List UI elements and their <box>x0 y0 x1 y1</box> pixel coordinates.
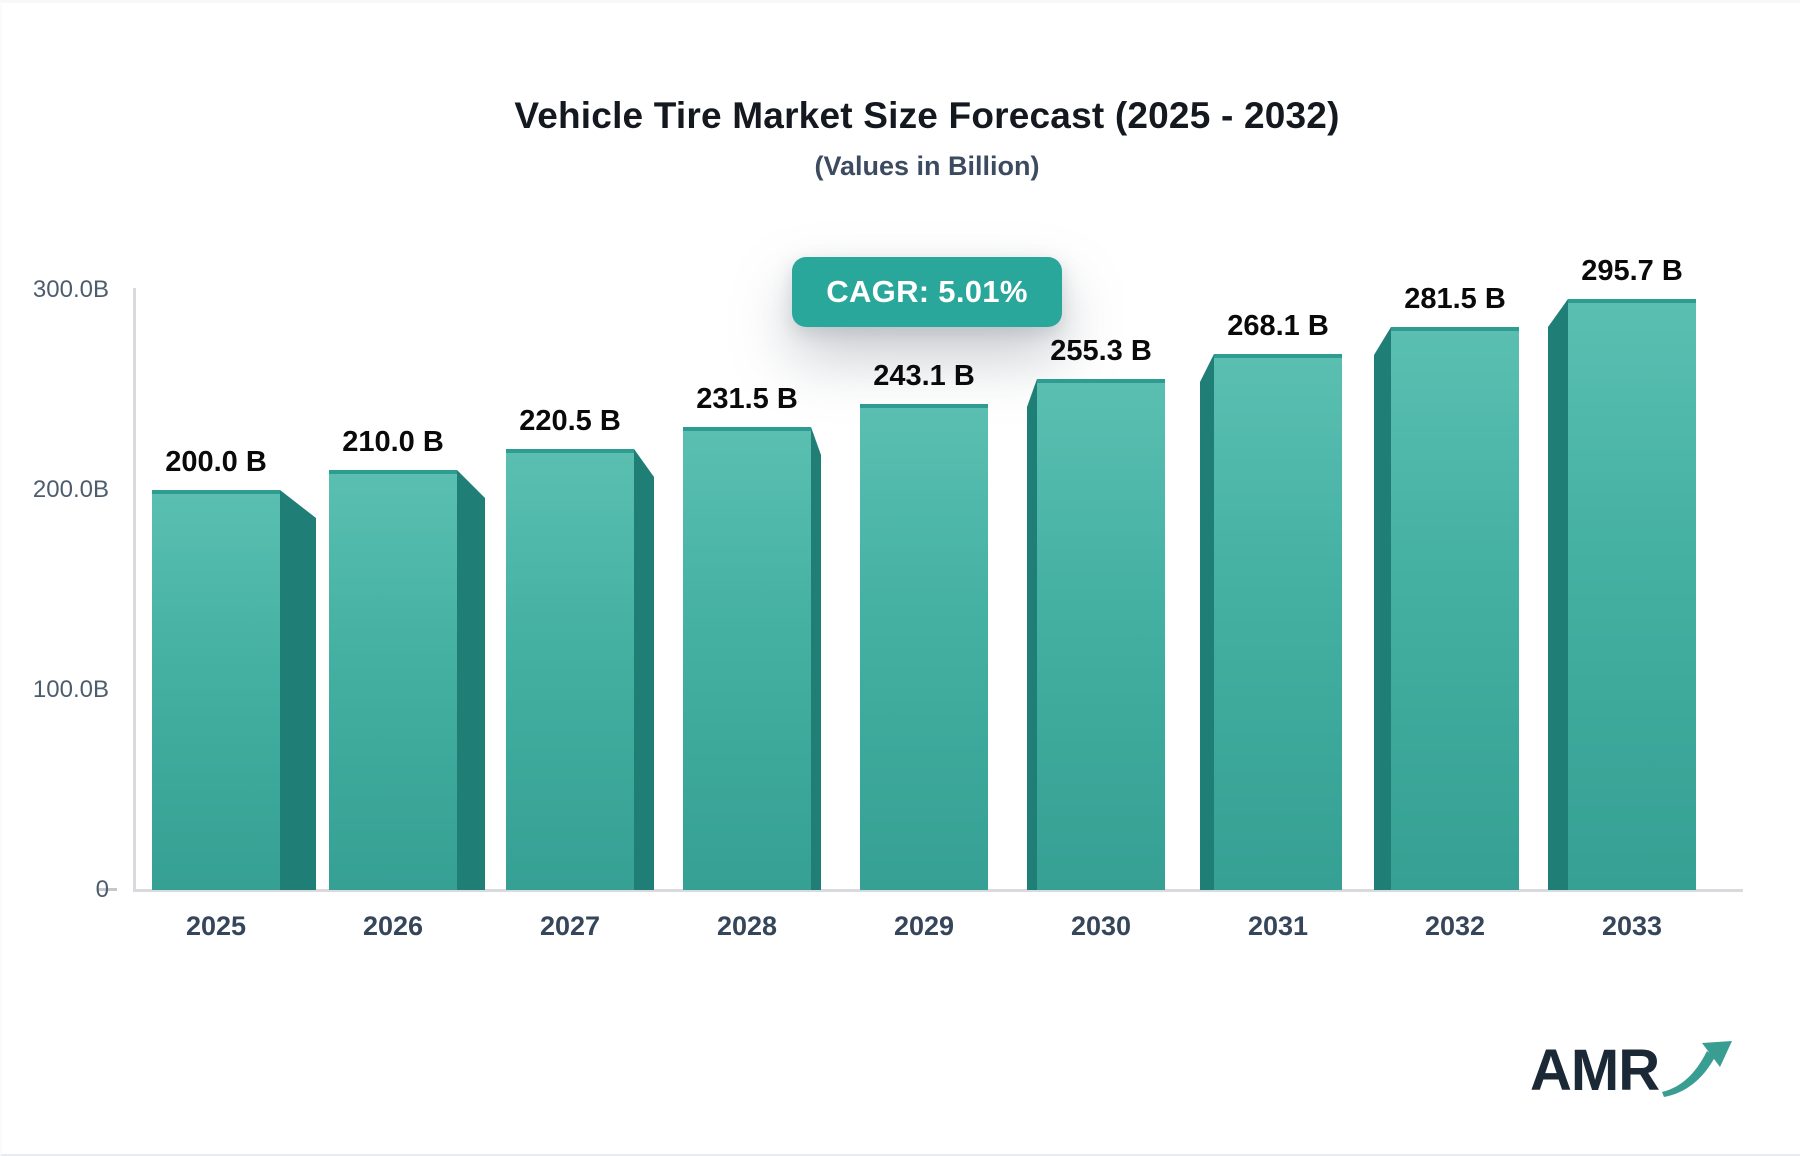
bar-value-label: 231.5 B <box>696 383 798 415</box>
zero-tick-mark <box>97 888 117 891</box>
y-axis-tick-label: 0 <box>95 876 109 903</box>
x-axis-line <box>133 889 1743 892</box>
bar-value-label: 268.1 B <box>1227 310 1329 342</box>
bar-2028 <box>683 427 811 890</box>
bar-side-face <box>1374 327 1391 890</box>
y-axis-line <box>133 288 136 892</box>
bar-2029 <box>860 404 988 890</box>
bar-2031 <box>1214 354 1342 890</box>
x-axis-tick-label: 2032 <box>1424 911 1486 941</box>
bar-2025 <box>152 490 280 890</box>
chart-title: Vehicle Tire Market Size Forecast (2025 … <box>514 95 1340 136</box>
bar-value-label: 243.1 B <box>873 360 975 392</box>
amr-logo: AMR <box>1530 1031 1732 1121</box>
y-axis-tick-label: 300.0B <box>32 276 109 303</box>
bar-value-label: 220.5 B <box>519 405 621 437</box>
bar-2027 <box>506 449 634 890</box>
x-axis-tick-label: 2033 <box>1601 911 1663 941</box>
bar-side-face <box>1548 299 1568 890</box>
x-axis-tick-label: 2025 <box>185 911 247 941</box>
amr-logo-text: AMR <box>1530 1038 1660 1103</box>
bar-value-label: 295.7 B <box>1581 255 1683 287</box>
x-axis-tick-label: 2028 <box>716 911 778 941</box>
bar-2026 <box>329 470 457 890</box>
bar-2030 <box>1037 379 1165 890</box>
x-axis-tick-label: 2031 <box>1247 911 1309 941</box>
chart-subtitle: (Values in Billion) <box>814 151 1040 181</box>
y-axis-tick-label: 100.0B <box>32 676 109 703</box>
bar-value-label: 255.3 B <box>1050 335 1152 367</box>
bar-value-label: 200.0 B <box>165 446 267 478</box>
bar-side-face <box>811 427 821 890</box>
bar-side-face <box>634 449 654 890</box>
bar-2032 <box>1391 327 1519 890</box>
bar-side-face <box>1027 379 1037 890</box>
x-axis-tick-label: 2027 <box>539 911 601 941</box>
y-axis-tick-label: 200.0B <box>32 476 109 503</box>
x-axis-tick-label: 2030 <box>1070 911 1132 941</box>
bar-value-label: 210.0 B <box>342 426 444 458</box>
bar-side-face <box>457 470 485 890</box>
cagr-badge: CAGR: 5.01% <box>792 257 1062 327</box>
bar-side-face <box>1200 354 1214 890</box>
bar-value-label: 281.5 B <box>1404 283 1506 315</box>
bar-side-face <box>280 490 316 890</box>
growth-arrow-icon <box>1658 1031 1736 1114</box>
cagr-badge-label: CAGR: 5.01% <box>826 274 1028 309</box>
bar-2033 <box>1568 299 1696 890</box>
x-axis-tick-label: 2026 <box>362 911 424 941</box>
x-axis-tick-label: 2029 <box>893 911 955 941</box>
